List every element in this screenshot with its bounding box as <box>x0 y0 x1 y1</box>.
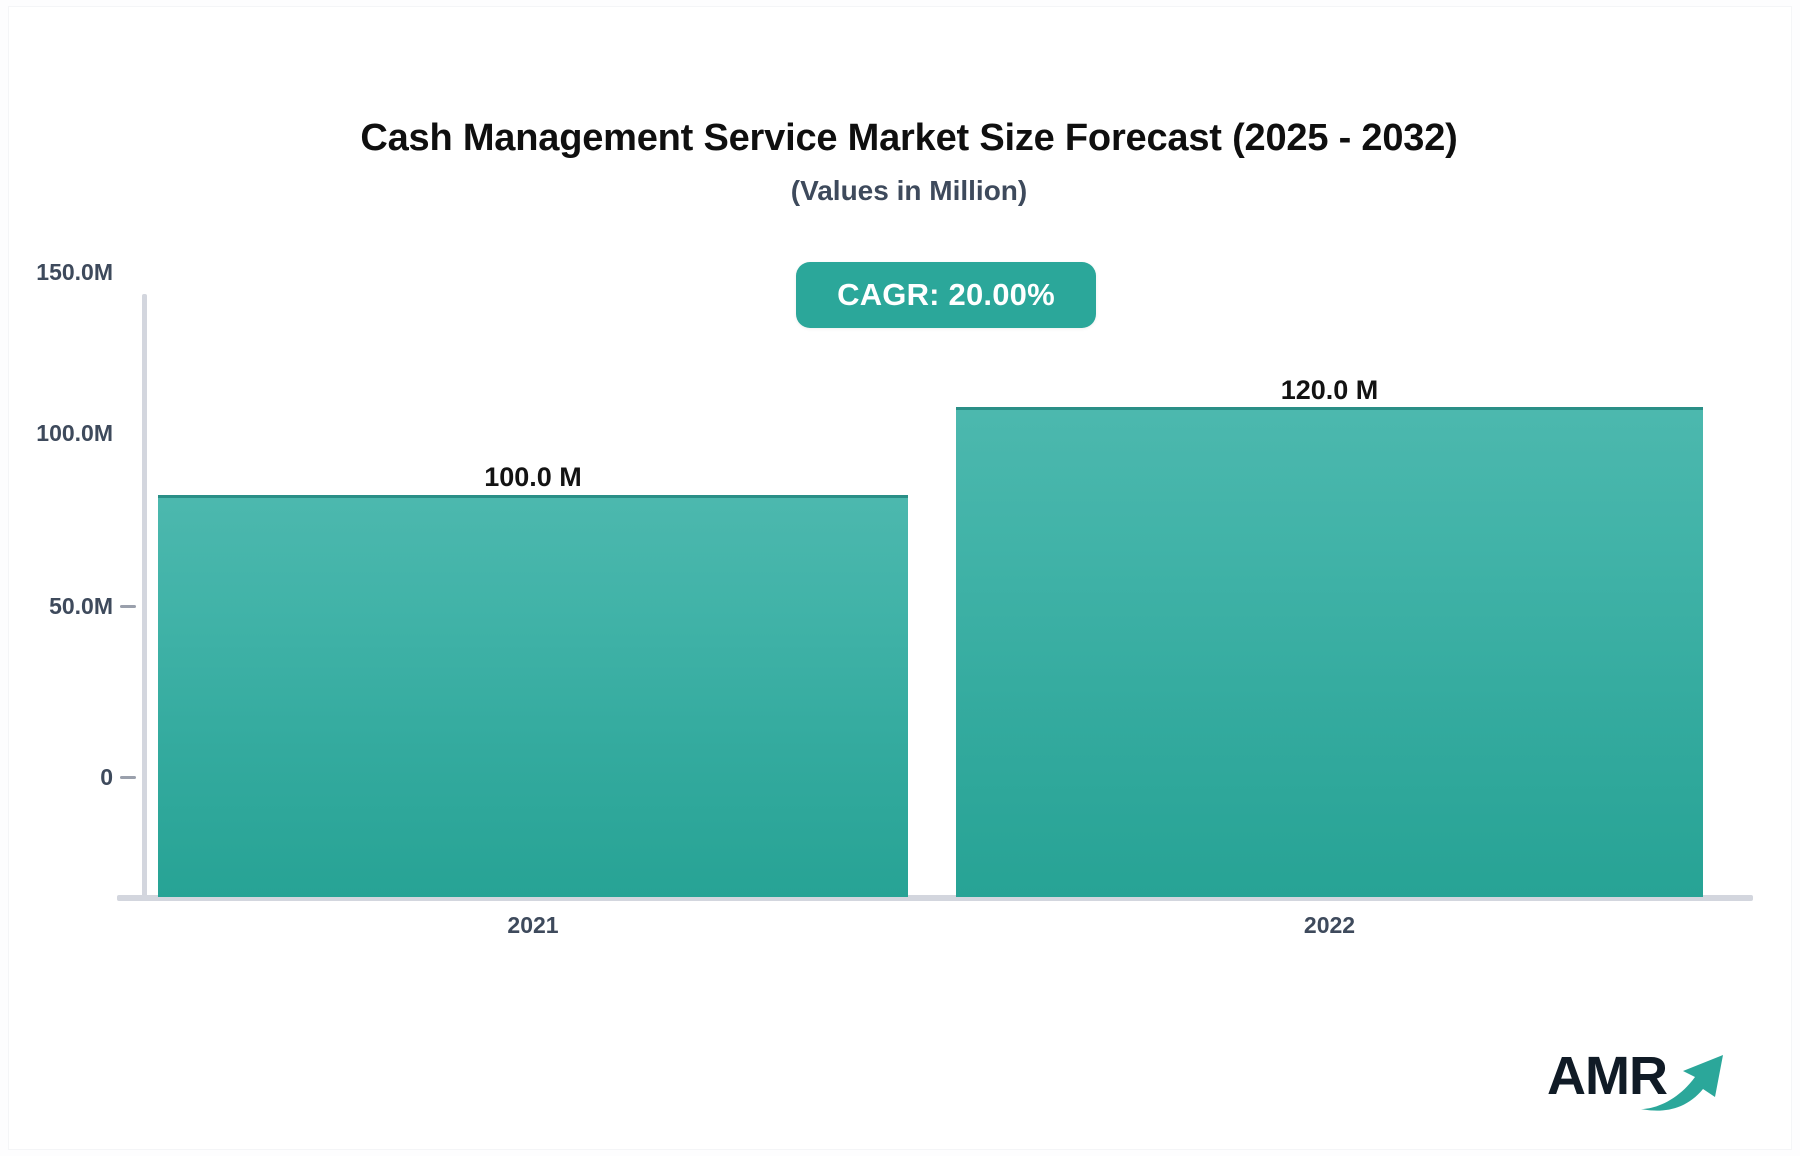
chart-card: Cash Management Service Market Size Fore… <box>8 6 1792 1150</box>
bar-value-2021: 100.0 M <box>484 462 582 492</box>
y-tick-mark-0 <box>120 776 136 779</box>
logo-text: AMR <box>1547 1046 1668 1106</box>
bar-value-2022: 120.0 M <box>1280 375 1379 405</box>
x-tick-label-2022: 2022 <box>1303 912 1356 938</box>
amr-logo: AMR <box>1547 1045 1727 1117</box>
y-axis-line <box>142 294 147 897</box>
page-title: Cash Management Service Market Size Fore… <box>360 117 1458 159</box>
chart-subtitle: (Values in Million) <box>790 175 1028 206</box>
x-axis-line <box>117 895 1753 901</box>
x-tick-label-2021: 2021 <box>507 912 559 938</box>
cagr-badge: CAGR: 20.00% <box>796 262 1096 328</box>
y-tick-label-0: 0 <box>100 764 113 790</box>
bar-2021[interactable] <box>158 495 908 897</box>
cagr-badge-label: CAGR: 20.00% <box>837 277 1055 312</box>
y-tick-label-100: 100.0M <box>36 420 113 446</box>
y-tick-label-50: 50.0M <box>49 593 113 619</box>
trending-up-arrow-icon <box>1641 1055 1723 1111</box>
y-tick-label-150: 150.0M <box>36 259 113 285</box>
plot-area: 150.0M 100.0M 50.0M 0 100.0 M 120.0 M <box>9 7 1800 1163</box>
y-tick-mark-50 <box>120 605 136 608</box>
bar-2022[interactable] <box>956 407 1703 897</box>
